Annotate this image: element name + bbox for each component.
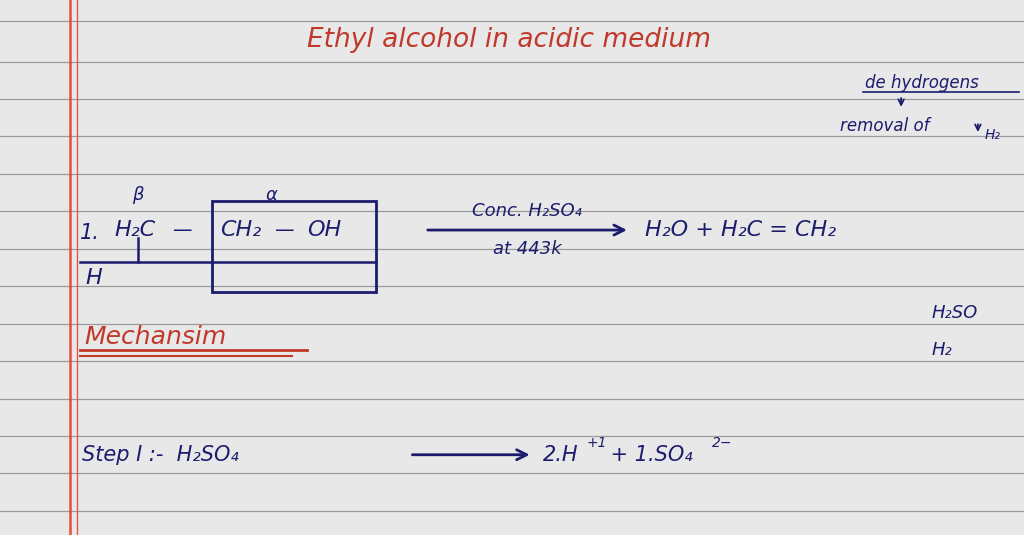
Text: Mechansim: Mechansim [84,325,226,349]
Text: H₂: H₂ [985,128,1001,142]
Text: at 443k: at 443k [493,240,562,258]
Text: H₂O + H₂C = CH₂: H₂O + H₂C = CH₂ [645,220,837,240]
Text: H₂C: H₂C [115,220,156,240]
Text: Ethyl alcohol in acidic medium: Ethyl alcohol in acidic medium [307,27,712,53]
Text: de hydrogens: de hydrogens [865,74,979,92]
Text: 1.: 1. [80,223,99,243]
Text: 2.H: 2.H [543,445,579,465]
Bar [212,201,376,292]
Text: —: — [172,220,191,240]
Text: —: — [274,220,294,240]
Text: H₂SO: H₂SO [932,304,978,322]
Text: β: β [132,186,144,204]
Text: removal of: removal of [840,117,929,135]
Text: OH: OH [307,220,341,240]
Text: α: α [265,186,278,204]
Text: Step I :-  H₂SO₄: Step I :- H₂SO₄ [82,445,239,465]
Text: +1: +1 [587,436,607,450]
Text: 2−: 2− [712,436,732,450]
Text: Conc. H₂SO₄: Conc. H₂SO₄ [472,202,583,220]
Text: H: H [85,268,101,288]
Text: + 1.SO₄: + 1.SO₄ [604,445,693,465]
Text: CH₂: CH₂ [220,220,261,240]
Text: H₂: H₂ [932,341,952,360]
